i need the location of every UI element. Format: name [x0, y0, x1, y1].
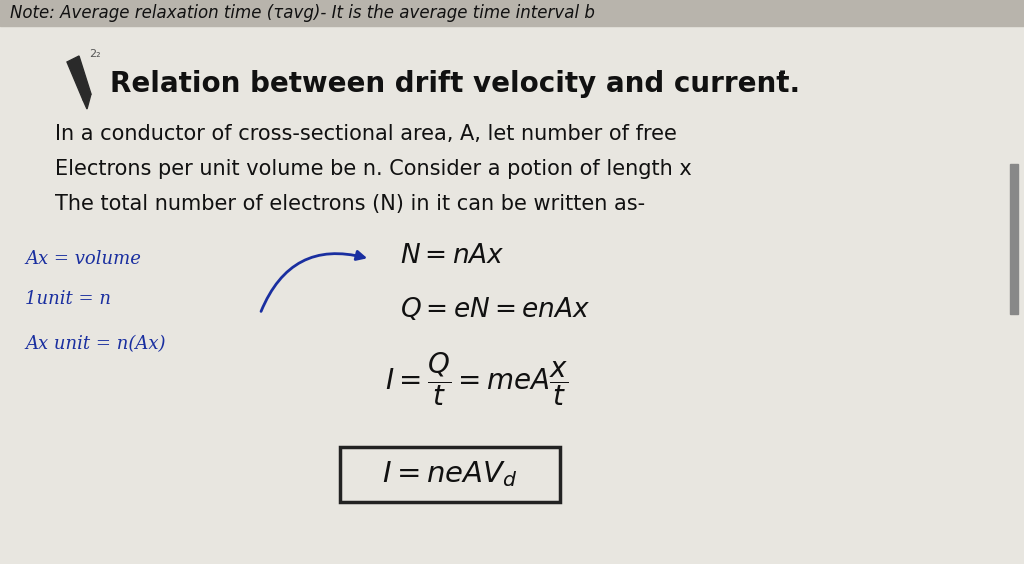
Text: Electrons per unit volume be n. Consider a potion of length x: Electrons per unit volume be n. Consider…	[55, 159, 692, 179]
Text: The total number of electrons (N) in it can be written as-: The total number of electrons (N) in it …	[55, 194, 645, 214]
Bar	[340, 447, 560, 501]
Text: $Q = eN = enAx$: $Q = eN = enAx$	[400, 296, 590, 323]
Text: In a conductor of cross-sectional area, A, let number of free: In a conductor of cross-sectional area, …	[55, 124, 677, 144]
Text: $I = \dfrac{Q}{t} = meA\dfrac{x}{t}$: $I = \dfrac{Q}{t} = meA\dfrac{x}{t}$	[385, 350, 568, 408]
Text: 1unit = n: 1unit = n	[25, 290, 111, 308]
Text: Ax = volume: Ax = volume	[25, 250, 141, 268]
Text: Relation between drift velocity and currenṫ.: Relation between drift velocity and curr…	[110, 70, 800, 98]
Polygon shape	[83, 94, 91, 109]
Bar	[1010, 164, 1018, 314]
Text: Ax unit = n(Ax): Ax unit = n(Ax)	[25, 335, 166, 353]
Text: $N = nAx$: $N = nAx$	[400, 243, 505, 269]
Bar	[0, 0, 1024, 26]
Text: $I = neAV_d$: $I = neAV_d$	[382, 459, 518, 489]
Text: Note: Average relaxation time (τavg)- It is the average time interval b: Note: Average relaxation time (τavg)- It…	[10, 4, 595, 22]
Polygon shape	[67, 56, 91, 100]
Text: 2₂: 2₂	[89, 49, 100, 59]
